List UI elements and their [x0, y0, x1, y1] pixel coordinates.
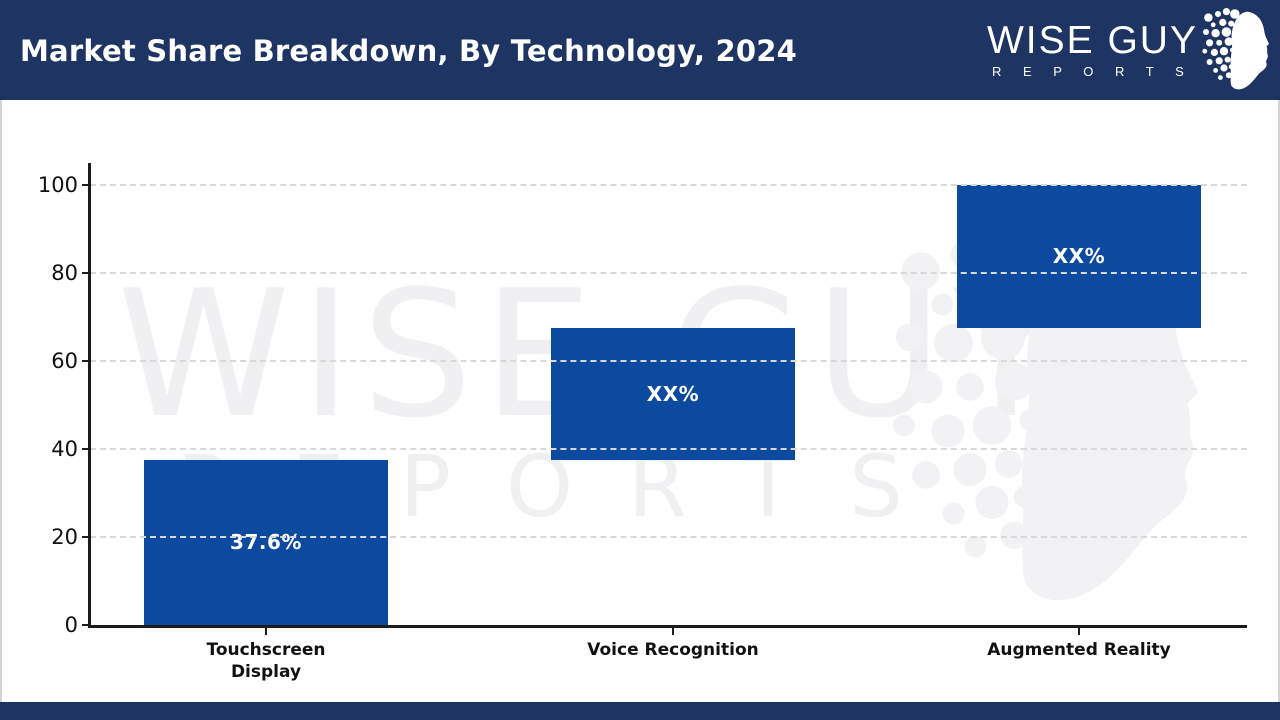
- y-tick-mark-0: [82, 624, 90, 626]
- x-tick-mark-0: [265, 627, 267, 635]
- gridline-20: [90, 536, 1247, 538]
- bar-voice-recognition: XX%: [551, 327, 795, 460]
- footer-bar: [0, 702, 1280, 720]
- y-tick-label-100: 100: [37, 173, 78, 197]
- y-axis-line: [88, 163, 91, 627]
- brand-name: WISE GUY: [986, 19, 1198, 62]
- bar-value-label: 37.6%: [230, 530, 302, 555]
- x-category-label-0: Touchscreen Display: [206, 640, 326, 683]
- brand-subtitle: R E P O R T S: [991, 64, 1193, 79]
- bar-augmented-reality: XX%: [957, 185, 1201, 328]
- bar-value-label: XX%: [1052, 244, 1106, 269]
- x-tick-mark-2: [1078, 627, 1080, 635]
- gridline-100: [90, 184, 1247, 186]
- y-tick-label-60: 60: [51, 349, 78, 373]
- y-tick-label-0: 0: [64, 613, 78, 637]
- bar-touchscreen-display: 37.6%: [144, 459, 388, 625]
- x-tick-mark-1: [672, 627, 674, 635]
- wise-guy-head-icon: [1202, 8, 1269, 90]
- y-tick-mark-40: [82, 448, 90, 450]
- brand-logo: WISE GUY R E P O R T S: [987, 4, 1272, 96]
- gridline-40: [90, 448, 1247, 450]
- y-tick-label-20: 20: [51, 525, 78, 549]
- x-category-label-1: Voice Recognition: [587, 640, 759, 660]
- y-tick-mark-60: [82, 360, 90, 362]
- gridline-60: [90, 360, 1247, 362]
- y-tick-mark-20: [82, 536, 90, 538]
- x-category-label-2: Augmented Reality: [987, 640, 1171, 660]
- x-axis-line: [88, 625, 1247, 628]
- header-bar: Market Share Breakdown, By Technology, 2…: [0, 0, 1280, 100]
- gridline-80: [90, 272, 1247, 274]
- y-tick-mark-100: [82, 184, 90, 186]
- y-tick-label-40: 40: [51, 437, 78, 461]
- page-title: Market Share Breakdown, By Technology, 2…: [20, 34, 798, 68]
- y-tick-mark-80: [82, 272, 90, 274]
- chart-area: WISE GUY R E P O R T S 37.6% XX% XX% 0 20 40 6…: [0, 100, 1280, 702]
- brand-logo-text: WISE GUY R E P O R T S: [987, 21, 1198, 79]
- y-tick-label-80: 80: [51, 261, 78, 285]
- bar-value-label: XX%: [646, 381, 700, 406]
